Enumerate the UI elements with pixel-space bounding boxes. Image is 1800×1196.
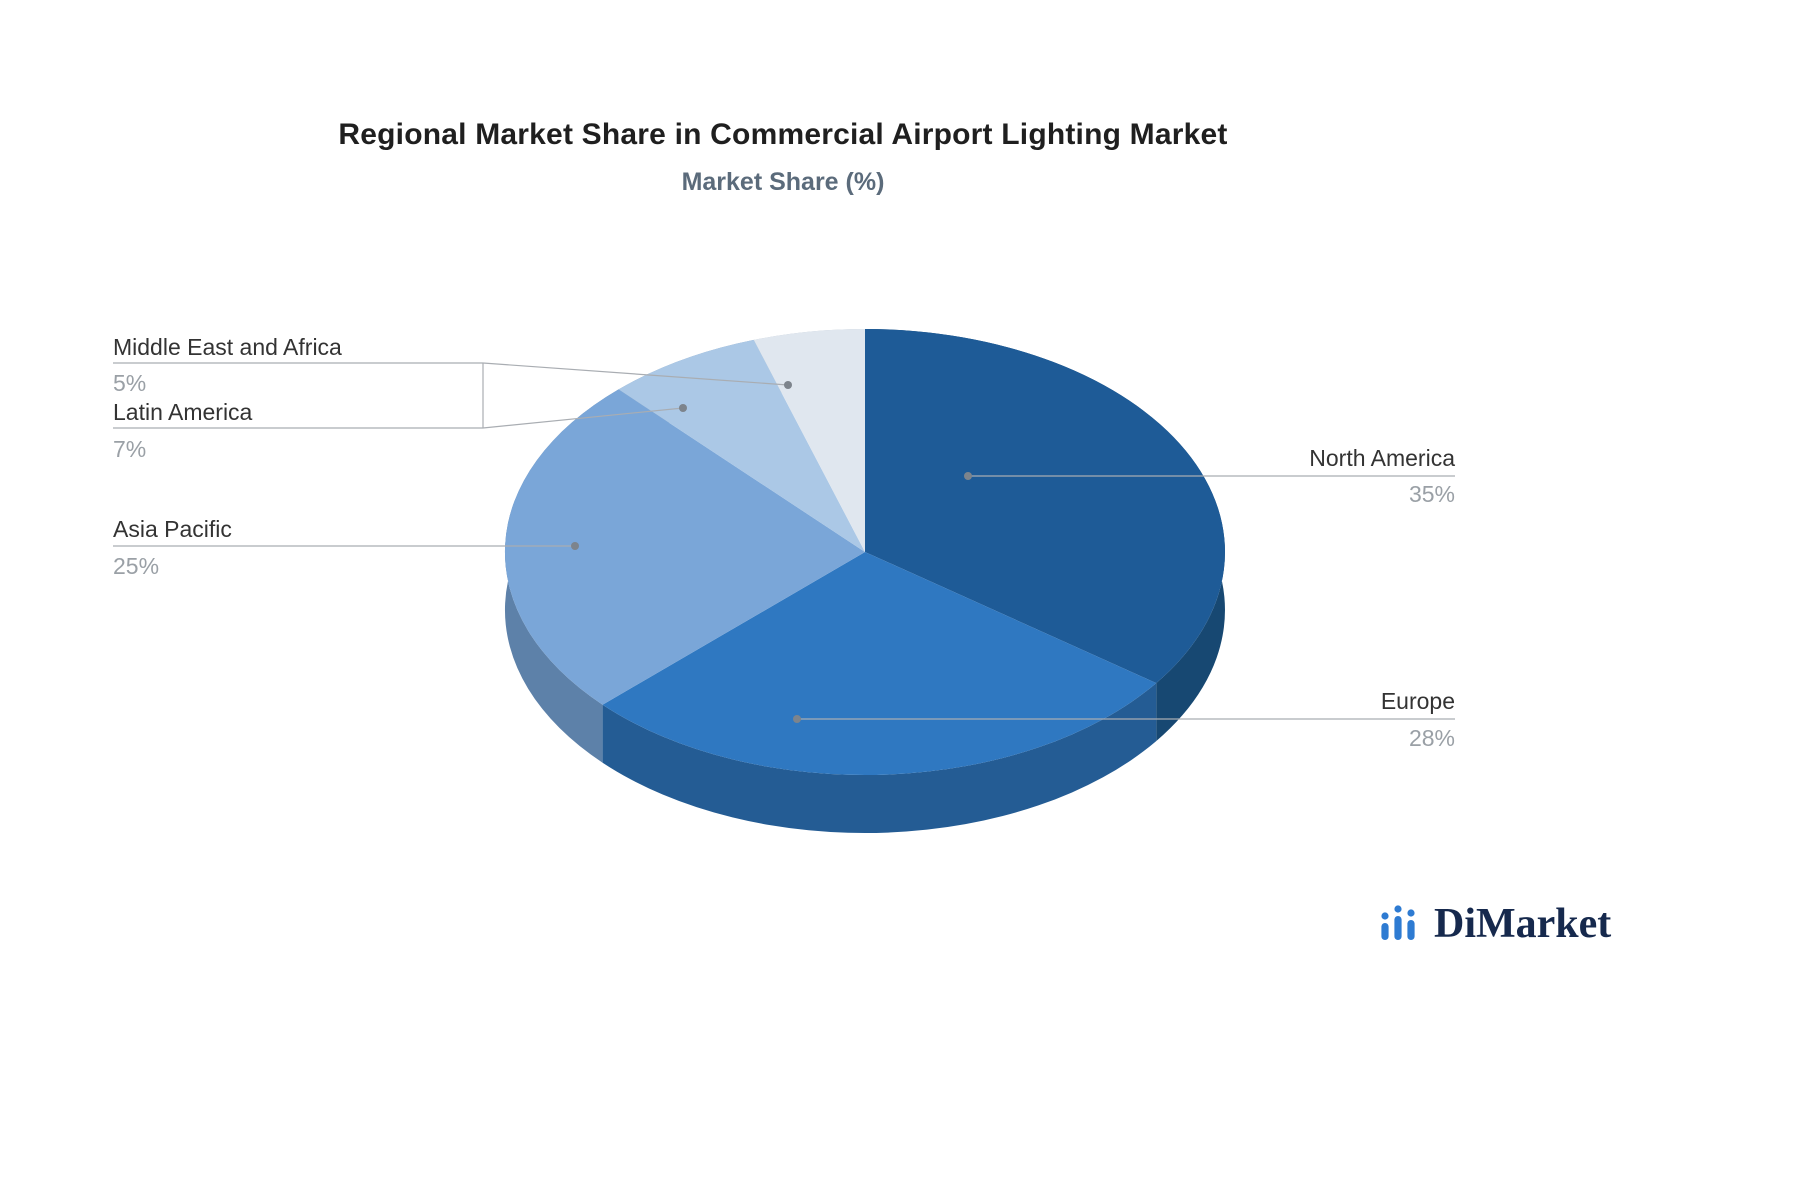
pie-slice-asia-pacific[interactable] [504, 389, 865, 705]
leader-dot-latin-america [679, 404, 687, 412]
dimarket-logo-text: DiMarket [1434, 901, 1612, 947]
leader-line-middle-east-and-africa [482, 362, 789, 386]
leader-dot-middle-east-and-africa [784, 381, 792, 389]
pie-callouts: North America 35% Europe 28% Asia Pacific 25%… [113, 334, 1455, 751]
leader-line-latin-america [482, 407, 684, 429]
slice-label-europe: Europe [1381, 688, 1455, 714]
pie-slice-side-europe [602, 683, 1157, 834]
dimarket-logo-icon [1381, 905, 1415, 940]
pie-slice-north-america[interactable] [865, 329, 1225, 684]
leader-dot-north-america [964, 472, 972, 480]
slice-label-latin-america: Latin America [113, 399, 253, 425]
slice-label-asia-pacific: Asia Pacific [113, 516, 232, 542]
slice-value-europe: 28% [1409, 725, 1455, 751]
slice-value-middle-east-and-africa: 5% [113, 370, 146, 396]
leader-dot-europe [793, 715, 801, 723]
slice-value-asia-pacific: 25% [113, 553, 159, 579]
chart-subtitle: Market Share (%) [681, 168, 885, 196]
slice-value-latin-america: 7% [113, 436, 146, 462]
slice-label-north-america: North America [1309, 445, 1455, 471]
chart-title: Regional Market Share in Commercial Airp… [338, 118, 1228, 151]
dimarket-logo: DiMarket [1377, 901, 1611, 947]
slice-label-middle-east-and-africa: Middle East and Africa [113, 334, 342, 360]
pie-slices [504, 328, 1225, 776]
leader-dot-asia-pacific [571, 542, 579, 550]
pie-slice-latin-america[interactable] [618, 339, 865, 552]
slice-value-north-america: 35% [1409, 481, 1455, 507]
